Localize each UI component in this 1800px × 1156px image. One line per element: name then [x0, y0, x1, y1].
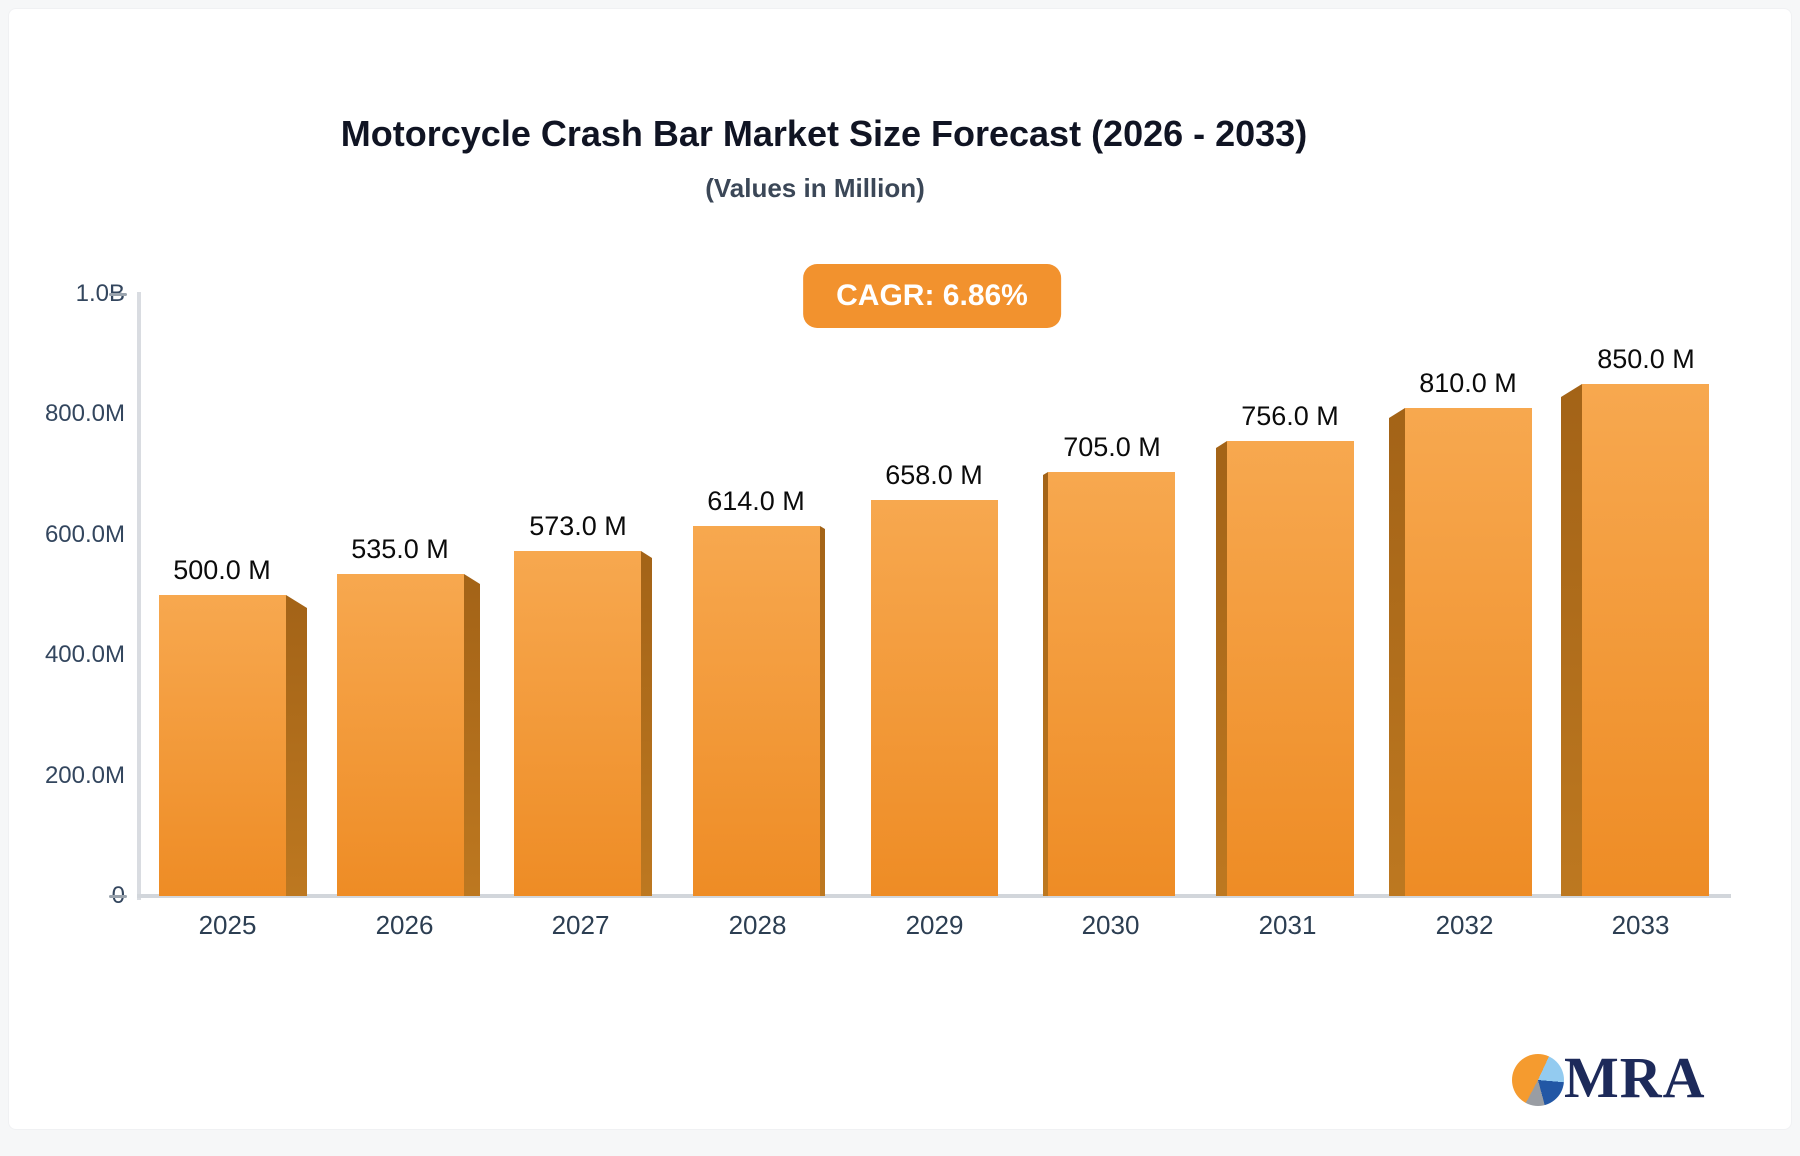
- x-tick-label: 2031: [1258, 910, 1317, 940]
- bar-side-2027: [641, 551, 652, 896]
- bar-2027[interactable]: [514, 551, 641, 896]
- plot-area: 1.0B 800.0M 600.0M 400.0M 200.0M 0 500.0 M 2025…: [9, 9, 1800, 1156]
- cagr-badge: CAGR: 6.86%: [803, 264, 1061, 328]
- y-tick-label: 800.0M: [44, 400, 125, 428]
- bar-value-label: 756.0 M: [1241, 401, 1339, 431]
- chart-title: Motorcycle Crash Bar Market Size Forecas…: [340, 113, 1308, 154]
- y-tick-label: 400.0M: [44, 641, 125, 669]
- bar-2026[interactable]: [337, 574, 464, 896]
- x-tick-label: 2029: [905, 910, 964, 940]
- x-tick-label: 2033: [1611, 910, 1670, 940]
- logo-text: MRA: [1564, 1045, 1706, 1110]
- bar-value-label: 614.0 M: [707, 486, 805, 516]
- bar-value-label: 658.0 M: [885, 460, 983, 490]
- bar-2031[interactable]: [1227, 441, 1354, 896]
- x-tick-label: 2032: [1435, 910, 1494, 940]
- bar-side-2025: [286, 595, 307, 896]
- y-tick-label: 1.0B: [75, 280, 125, 307]
- bar-side-2030: [1043, 472, 1048, 896]
- bar-value-label: 500.0 M: [173, 555, 271, 585]
- x-tick-label: 2028: [728, 910, 787, 940]
- y-tick-dash: [109, 293, 127, 296]
- bar-side-2033: [1561, 384, 1582, 896]
- bar-2033[interactable]: [1582, 384, 1709, 896]
- bar-2029[interactable]: [871, 500, 998, 896]
- bar-2028[interactable]: [693, 526, 820, 896]
- x-tick-label: 2030: [1081, 910, 1140, 940]
- bar-2025[interactable]: [159, 595, 286, 896]
- x-tick-label: 2027: [551, 910, 610, 940]
- chart-subtitle: (Values in Million): [705, 173, 925, 203]
- bar-value-label: 850.0 M: [1597, 344, 1695, 374]
- x-tick-label: 2025: [198, 910, 257, 940]
- chart-card: Motorcycle Crash Bar Market Size Forecas…: [8, 8, 1792, 1130]
- bar-side-2026: [464, 574, 480, 896]
- bar-value-label: 810.0 M: [1419, 368, 1517, 398]
- y-tick-label: 600.0M: [44, 520, 125, 548]
- bar-side-2028: [820, 526, 825, 896]
- y-tick-dash: [109, 895, 127, 898]
- x-axis-line: [137, 894, 1731, 898]
- bar-2030[interactable]: [1048, 472, 1175, 896]
- bar-side-2031: [1216, 441, 1227, 896]
- bar-side-2032: [1389, 408, 1405, 896]
- pie-chart-logo-icon: [1512, 1054, 1564, 1106]
- x-tick-label: 2026: [375, 910, 434, 940]
- bar-value-label: 535.0 M: [351, 534, 449, 564]
- bar-value-label: 705.0 M: [1063, 432, 1161, 462]
- y-tick-label: 200.0M: [44, 761, 125, 789]
- y-axis-line: [137, 292, 141, 900]
- bar-2032[interactable]: [1405, 408, 1532, 896]
- bar-value-label: 573.0 M: [529, 511, 627, 541]
- y-tick-label: 0: [9, 882, 125, 910]
